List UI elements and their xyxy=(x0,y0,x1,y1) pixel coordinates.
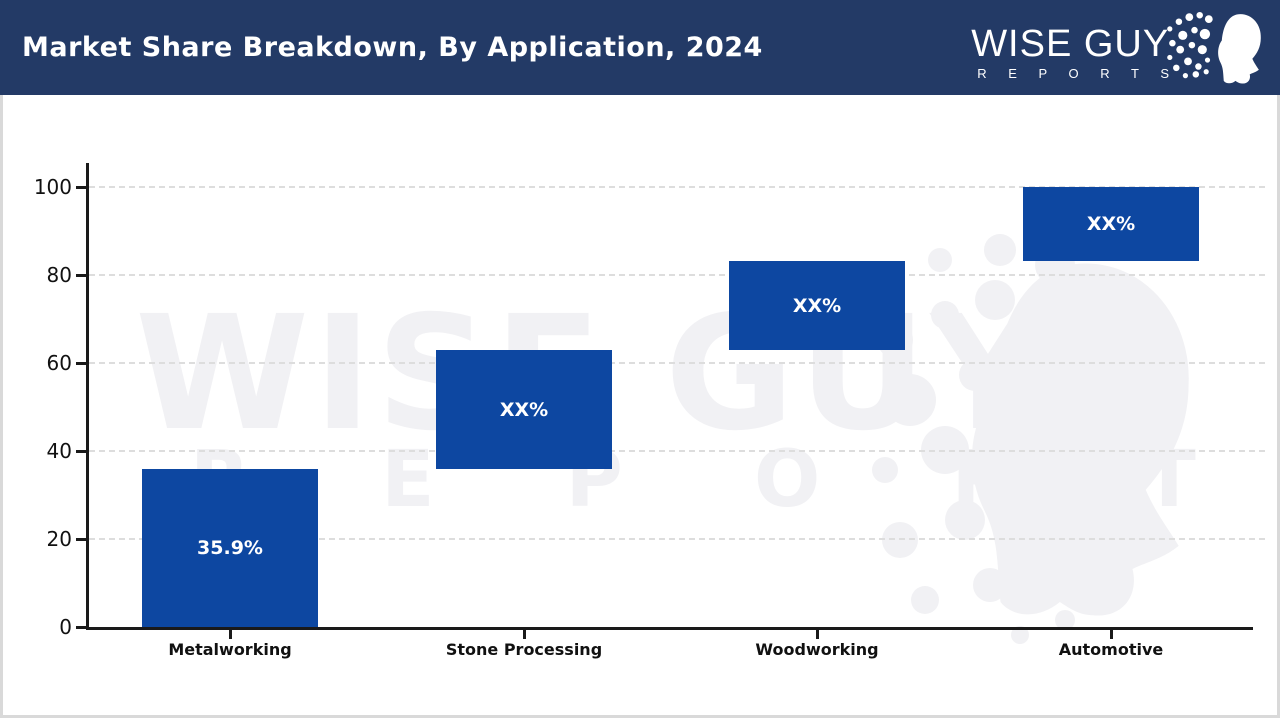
x-label-metalworking: Metalworking xyxy=(168,640,292,659)
gridline-80 xyxy=(89,274,1265,276)
gridline-100 xyxy=(89,186,1265,188)
watermark-dotted-head xyxy=(872,234,1189,644)
bar-label-woodworking: XX% xyxy=(792,294,842,317)
logo-reports-line: R E P O R T S xyxy=(977,66,1178,81)
y-tick-20 xyxy=(76,538,86,541)
logo-wordmark: WISE GUY xyxy=(971,23,1170,65)
y-tick-label-100: 100 xyxy=(33,175,72,199)
y-tick-0 xyxy=(76,626,86,629)
header-bar: Market Share Breakdown, By Application, … xyxy=(0,0,1280,95)
bar-metalworking: 35.9% xyxy=(142,469,318,627)
bar-stone-processing: XX% xyxy=(436,350,612,469)
x-tick-stone-processing xyxy=(523,630,526,639)
gridline-20 xyxy=(89,538,1265,540)
x-tick-automotive xyxy=(1110,630,1113,639)
bar-woodworking: XX% xyxy=(729,261,905,350)
bar-automotive: XX% xyxy=(1023,187,1199,261)
y-tick-label-40: 40 xyxy=(46,439,72,463)
x-label-woodworking: Woodworking xyxy=(755,640,879,659)
x-tick-woodworking xyxy=(816,630,819,639)
y-tick-label-20: 20 xyxy=(46,527,72,551)
page-title: Market Share Breakdown, By Application, … xyxy=(22,32,763,63)
y-tick-label-0: 0 xyxy=(59,615,72,639)
wise-guy-reports-logo: WISE GUY R E P O R T S xyxy=(971,8,1266,90)
y-tick-40 xyxy=(76,450,86,453)
y-tick-label-80: 80 xyxy=(46,263,72,287)
x-tick-metalworking xyxy=(229,630,232,639)
dotted-head-icon xyxy=(1167,11,1261,84)
logo-text: WISE GUY R E P O R T S xyxy=(971,24,1178,82)
y-tick-label-60: 60 xyxy=(46,351,72,375)
x-axis-line xyxy=(86,627,1253,630)
y-axis-line xyxy=(86,163,89,630)
bar-label-metalworking: 35.9% xyxy=(197,537,263,559)
gridline-40 xyxy=(89,450,1265,452)
bar-label-automotive: XX% xyxy=(1086,213,1136,235)
gridline-60 xyxy=(89,362,1265,364)
y-tick-100 xyxy=(76,186,86,189)
y-tick-80 xyxy=(76,274,86,277)
x-label-stone-processing: Stone Processing xyxy=(445,640,603,659)
bar-label-stone-processing: XX% xyxy=(499,398,549,421)
y-tick-60 xyxy=(76,362,86,365)
x-label-automotive: Automotive xyxy=(1058,640,1164,659)
